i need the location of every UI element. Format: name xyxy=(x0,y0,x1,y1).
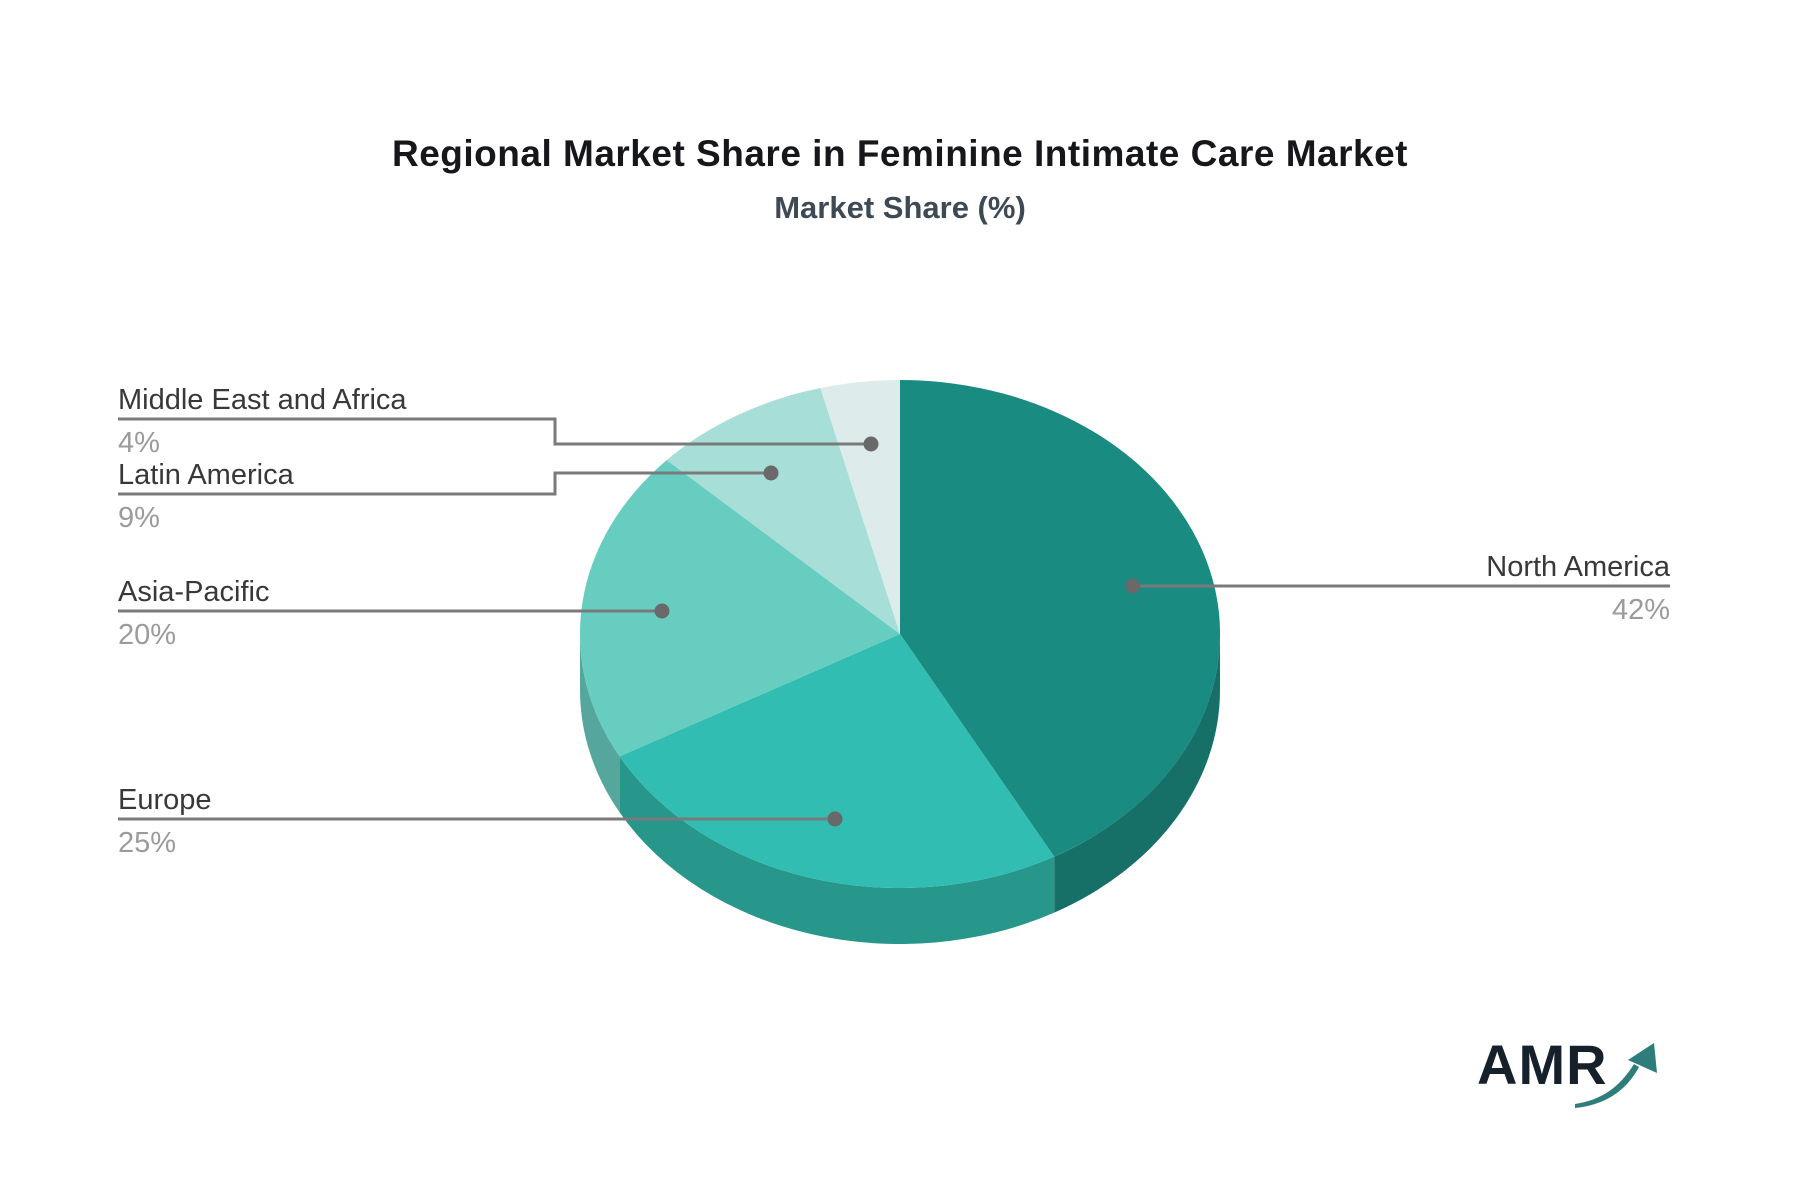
label-north-america: North America xyxy=(1486,551,1670,583)
pie-slice-side-north-america xyxy=(1054,634,1220,913)
value-middle-east-and-africa: 4% xyxy=(118,427,160,459)
chart-subtitle: Market Share (%) xyxy=(774,190,1026,225)
amr-logo-arrow-icon xyxy=(1575,1043,1657,1108)
leader-dot-latin-america xyxy=(763,465,779,481)
value-europe: 25% xyxy=(118,827,177,859)
leader-dot-north-america xyxy=(1125,578,1141,594)
label-latin-america: Latin America xyxy=(118,459,294,491)
pie-slices xyxy=(579,380,1221,945)
pie-slice-north-america[interactable] xyxy=(900,380,1221,857)
pie-slice-side-europe xyxy=(619,756,1055,945)
pie-slice-europe[interactable] xyxy=(619,634,1055,889)
label-asia-pacific: Asia-Pacific xyxy=(118,576,270,608)
value-asia-pacific: 20% xyxy=(118,619,177,651)
value-north-america: 42% xyxy=(1611,594,1670,626)
leader-dot-europe xyxy=(827,811,843,827)
pie-slice-latin-america[interactable] xyxy=(666,388,900,634)
pie-slice-side-asia-pacific xyxy=(580,634,620,813)
leader-line-latin-america xyxy=(118,471,771,496)
pie-slice-asia-pacific[interactable] xyxy=(579,460,900,757)
leader-lines xyxy=(118,417,1670,827)
chart-title: Regional Market Share in Feminine Intima… xyxy=(391,133,1408,174)
leader-dot-middle-east-and-africa xyxy=(863,436,879,452)
label-middle-east-and-africa: Middle East and Africa xyxy=(118,384,407,416)
label-europe: Europe xyxy=(118,784,212,816)
leader-line-middle-east-and-africa xyxy=(118,417,871,446)
amr-logo: AMR xyxy=(1477,1032,1677,1122)
value-latin-america: 9% xyxy=(118,502,160,534)
leader-dot-asia-pacific xyxy=(654,603,670,619)
amr-logo-text: AMR xyxy=(1477,1033,1608,1096)
